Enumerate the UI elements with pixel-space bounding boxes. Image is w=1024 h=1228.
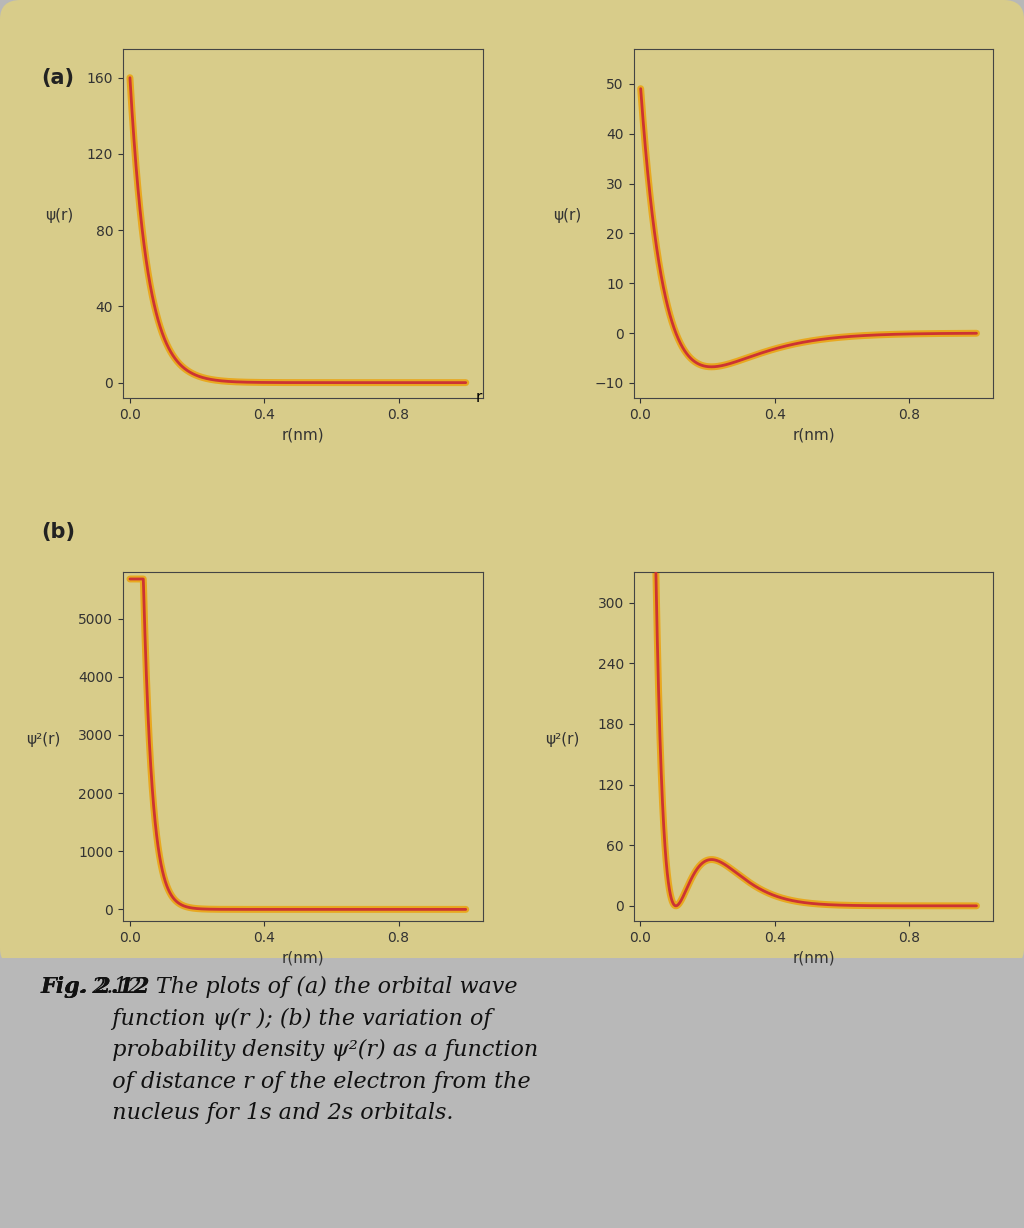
Y-axis label: ψ²(r): ψ²(r) (27, 732, 60, 747)
FancyBboxPatch shape (0, 0, 1024, 968)
Y-axis label: ψ(r): ψ(r) (45, 209, 73, 223)
X-axis label: r(nm): r(nm) (282, 950, 324, 965)
X-axis label: r(nm): r(nm) (793, 427, 835, 442)
Text: Fig. 2.12: Fig. 2.12 (41, 976, 151, 998)
Y-axis label: ψ²(r): ψ²(r) (546, 732, 580, 747)
Text: Fig. 2.12: Fig. 2.12 (41, 976, 151, 998)
Y-axis label: ψ(r): ψ(r) (553, 209, 581, 223)
X-axis label: r(nm): r(nm) (282, 427, 324, 442)
Text: (b): (b) (41, 522, 75, 542)
Text: (a): (a) (41, 68, 74, 87)
X-axis label: r(nm): r(nm) (793, 950, 835, 965)
Text: Fig. 2.12  The plots of (a) the orbital wave
          function ψ(r ); (b) the v: Fig. 2.12 The plots of (a) the orbital w… (41, 976, 539, 1124)
Text: r: r (476, 391, 482, 405)
